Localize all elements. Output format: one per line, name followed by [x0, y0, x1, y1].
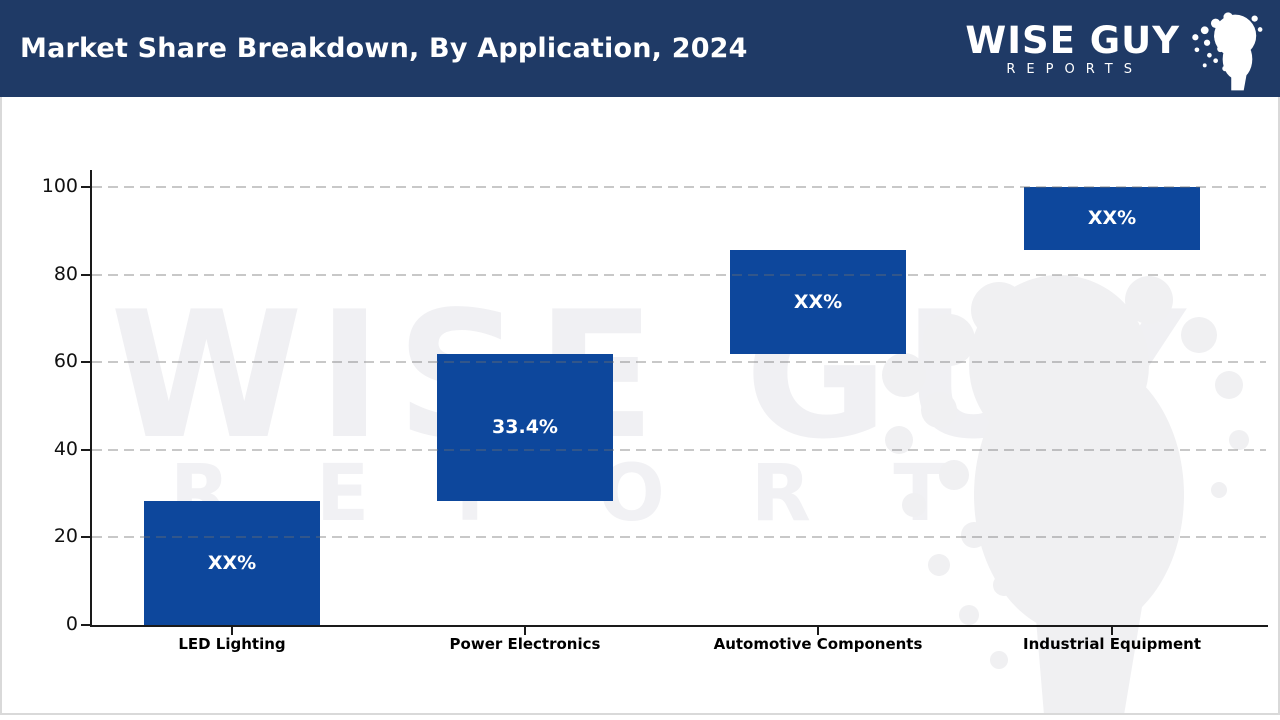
- brand-logo: WISE GUY REPORTS: [965, 0, 1264, 97]
- y-axis-line: [90, 170, 92, 627]
- gridline-20: [92, 536, 1266, 539]
- logo-wordmark: WISE GUY: [965, 18, 1180, 62]
- gridline-80: [92, 273, 1266, 276]
- category-label: LED Lighting: [178, 635, 286, 653]
- y-tick-label: 100: [41, 175, 78, 197]
- y-tick-label: 40: [53, 437, 78, 460]
- x-tick-0: [231, 627, 233, 635]
- bar-power-electronics: 33.4%: [437, 354, 613, 501]
- y-tick-label: 80: [53, 262, 78, 285]
- y-tick-label: 60: [53, 350, 78, 373]
- gridline-40: [92, 448, 1266, 451]
- y-tick-60: [81, 361, 90, 364]
- y-tick-100: [81, 186, 90, 188]
- y-tick-label: 20: [53, 525, 78, 548]
- header-bar: Market Share Breakdown, By Application, …: [0, 0, 1280, 97]
- logo-text: WISE GUY REPORTS: [965, 22, 1180, 76]
- chart-title: Market Share Breakdown, By Application, …: [20, 33, 748, 64]
- x-tick-2: [817, 627, 819, 635]
- chart-area: WISE GUY REPORTS 0 20 40 60 80 100 XX% LED Ligh…: [0, 97, 1280, 715]
- y-tick-0: [81, 624, 90, 626]
- category-label: Industrial Equipment: [1023, 635, 1201, 653]
- watermark-head-icon: [882, 275, 1249, 713]
- y-tick-label: 0: [65, 613, 78, 635]
- bar-value-label: XX%: [1087, 207, 1137, 230]
- logo-subtext: REPORTS: [1006, 61, 1143, 77]
- bar-automotive-components: XX%: [730, 249, 906, 355]
- bar-value-label: XX%: [207, 551, 257, 574]
- x-axis-line: [90, 625, 1268, 627]
- category-label: Automotive Components: [713, 635, 923, 653]
- bar-value-label: XX%: [793, 290, 843, 313]
- x-tick-1: [524, 627, 526, 635]
- x-tick-3: [1111, 627, 1113, 635]
- watermark-subtext: REPORTS: [170, 449, 1175, 539]
- category-label: Power Electronics: [449, 635, 601, 653]
- y-tick-40: [81, 448, 90, 451]
- y-tick-80: [81, 273, 90, 276]
- gridline-100: [92, 186, 1266, 188]
- bar-value-label: 33.4%: [492, 416, 558, 439]
- bar-led-lighting: XX%: [144, 500, 320, 625]
- gridline-60: [92, 361, 1266, 364]
- y-tick-20: [81, 536, 90, 539]
- logo-head-icon: [1192, 11, 1263, 90]
- bar-industrial-equipment: XX%: [1024, 187, 1200, 250]
